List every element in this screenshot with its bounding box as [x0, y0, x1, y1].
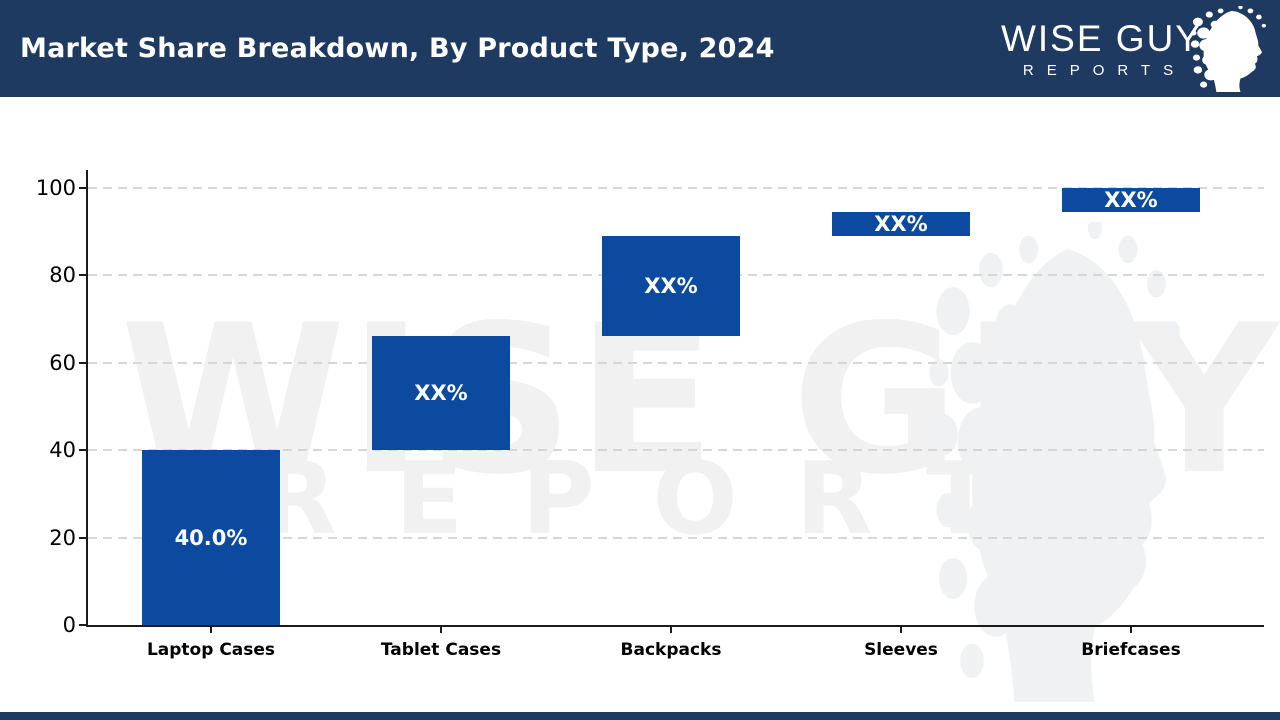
y-tick-80 [79, 274, 87, 276]
x-category-label-tablet-cases: Tablet Cases [380, 640, 502, 660]
watermark-head-profile-icon [929, 222, 1180, 702]
x-category-label-laptop-cases: Laptop Cases [146, 640, 276, 660]
y-tick-label-0: 0 [62, 613, 76, 637]
gridline-20 [88, 536, 1264, 539]
head-profile-icon [1190, 5, 1266, 92]
x-tick-backpacks [670, 625, 672, 633]
y-tick-label-40: 40 [49, 438, 76, 462]
y-tick-label-60: 60 [49, 350, 76, 375]
bar-laptop-cases: 40.0% [142, 450, 280, 625]
brand-logo-text: WISE GUY REPORTS [1001, 20, 1202, 78]
bar-backpacks: XX% [602, 235, 740, 337]
bar-value-label: XX% [414, 381, 468, 406]
x-axis-line [86, 625, 1264, 627]
y-tick-40 [79, 449, 87, 451]
bar-value-label: XX% [644, 273, 698, 298]
bar-briefcases: XX% [1062, 187, 1200, 212]
gridline-100 [88, 186, 1264, 189]
chart-title: Market Share Breakdown, By Product Type,… [20, 33, 775, 64]
header-bar: Market Share Breakdown, By Product Type,… [0, 0, 1280, 97]
gridline-40 [88, 449, 1264, 451]
y-tick-60 [79, 361, 87, 364]
y-tick-label-20: 20 [49, 525, 76, 550]
brand-subtitle: REPORTS [1022, 61, 1187, 79]
y-tick-100 [79, 186, 87, 189]
gridline-60 [88, 361, 1264, 364]
brand-name: WISE GUY [1000, 17, 1202, 59]
brand-logo: WISE GUY REPORTS [1001, 5, 1266, 92]
x-category-label-sleeves: Sleeves [864, 640, 938, 660]
bar-value-label: 40.0% [174, 525, 248, 550]
x-category-label-backpacks: Backpacks [620, 640, 722, 660]
x-tick-briefcases [1130, 625, 1132, 633]
bar-value-label: XX% [1104, 187, 1158, 212]
y-axis-line [86, 170, 88, 627]
x-tick-tablet-cases [440, 625, 442, 633]
y-tick-label-80: 80 [49, 263, 76, 287]
bar-sleeves: XX% [832, 211, 970, 236]
y-tick-label-100: 100 [35, 175, 76, 200]
bar-value-label: XX% [874, 211, 928, 236]
y-tick-20 [79, 536, 87, 539]
x-tick-sleeves [900, 625, 902, 633]
x-tick-laptop-cases [210, 625, 212, 633]
bar-tablet-cases: XX% [372, 336, 510, 450]
x-category-label-briefcases: Briefcases [1081, 640, 1181, 660]
watermark-subtitle-text: REPORTS [260, 440, 1183, 557]
footer-bar [0, 712, 1280, 720]
y-tick-0 [79, 624, 87, 626]
